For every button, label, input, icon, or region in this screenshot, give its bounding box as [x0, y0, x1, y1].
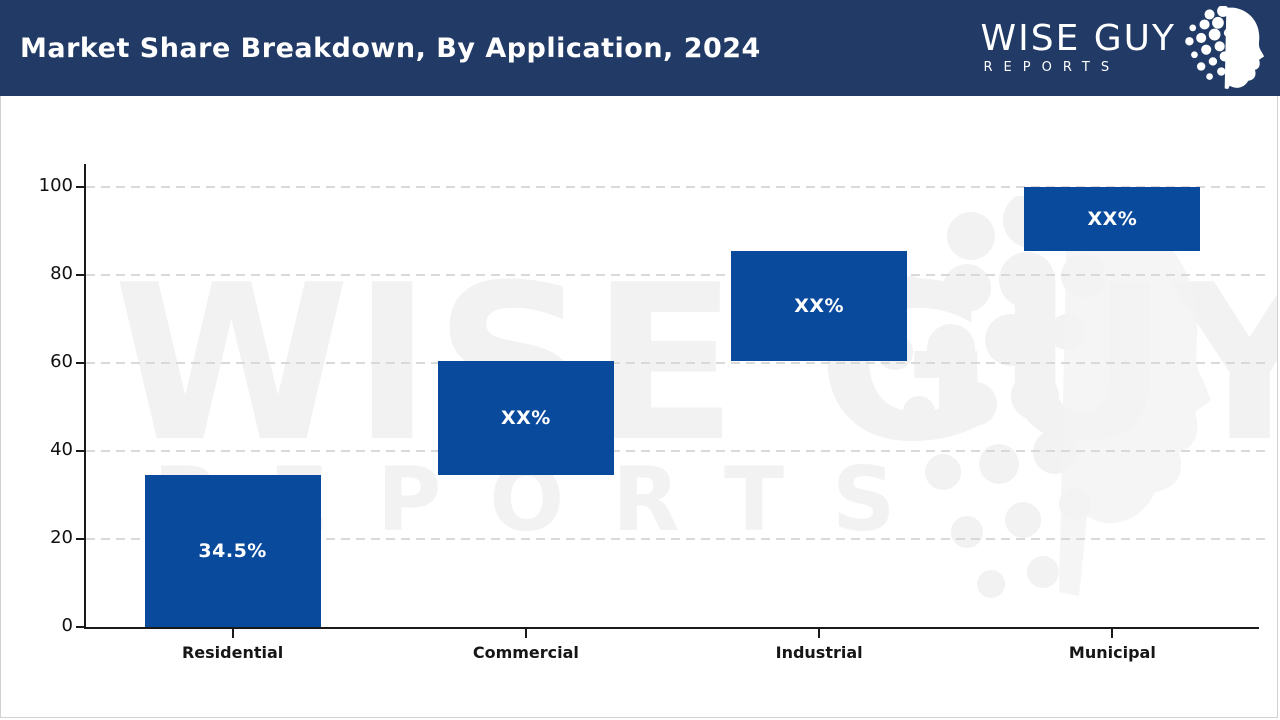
- y-axis-spine: [84, 164, 86, 629]
- y-tick-label: 60: [50, 351, 73, 372]
- y-tick-mark: [76, 274, 85, 276]
- x-tick-mark: [818, 629, 821, 638]
- gridline-20: [86, 538, 1265, 540]
- gridline-100: [86, 186, 1265, 188]
- gridline-80: [86, 274, 1265, 276]
- x-tick-mark: [231, 629, 234, 638]
- bar-municipal: XX%: [1024, 187, 1201, 251]
- bar-value-label: XX%: [794, 294, 845, 317]
- bar-value-label: XX%: [500, 406, 551, 429]
- chart-title: Market Share Breakdown, By Application, …: [20, 32, 761, 64]
- header-bar: Market Share Breakdown, By Application, …: [0, 0, 1280, 96]
- x-tick-mark: [1111, 629, 1114, 638]
- y-tick-label: 80: [50, 263, 73, 284]
- y-tick-mark: [76, 626, 85, 628]
- chart-area: WISE GUY REPORTS 0 20 40 60 80 100 34.5% Reside…: [0, 96, 1278, 718]
- y-tick-label: 100: [38, 175, 73, 196]
- x-tick-mark: [524, 629, 527, 638]
- gridline-60: [86, 362, 1265, 364]
- x-category-label: Municipal: [1068, 643, 1156, 662]
- watermark-head-icon: [877, 196, 1211, 598]
- x-axis-spine: [84, 627, 1259, 629]
- y-tick-mark: [76, 538, 85, 540]
- bar-commercial: XX%: [437, 360, 614, 476]
- y-tick-mark: [76, 186, 85, 188]
- logo-text: WISE GUY REPORTS: [980, 18, 1177, 76]
- y-tick-label: 20: [50, 527, 73, 548]
- x-category-label: Industrial: [775, 643, 863, 662]
- bar-industrial: XX%: [731, 250, 908, 361]
- y-tick-label: 40: [50, 439, 73, 460]
- y-tick-label: 0: [61, 615, 73, 636]
- bar-value-label: XX%: [1087, 207, 1138, 230]
- wiseguy-head-icon: [1185, 6, 1265, 90]
- y-tick-mark: [76, 450, 85, 452]
- x-category-label: Residential: [181, 643, 284, 662]
- y-tick-mark: [76, 362, 85, 364]
- wiseguy-logo: WISE GUY REPORTS: [981, 6, 1267, 90]
- gridline-40: [86, 450, 1265, 452]
- bar-residential: 34.5%: [144, 475, 321, 627]
- logo-wordmark: WISE GUY: [980, 18, 1176, 59]
- logo-subtext: REPORTS: [983, 60, 1121, 75]
- bar-value-label: 34.5%: [198, 540, 267, 563]
- x-category-label: Commercial: [472, 643, 579, 662]
